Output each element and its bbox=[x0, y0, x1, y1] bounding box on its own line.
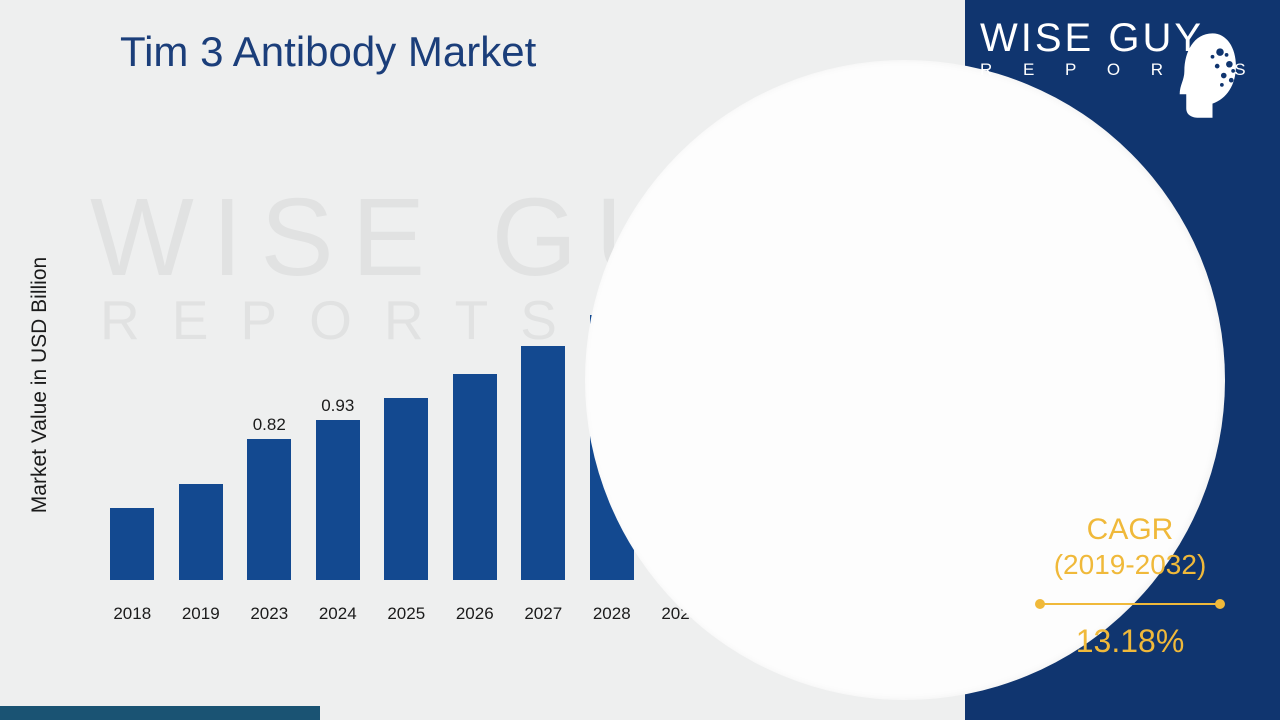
bar-slot bbox=[372, 150, 441, 580]
bar-value-label: 0.82 bbox=[253, 415, 286, 435]
bar-2025 bbox=[384, 398, 428, 580]
x-tick-label: 2024 bbox=[304, 594, 373, 624]
bar-slot bbox=[509, 150, 578, 580]
bar-slot bbox=[98, 150, 167, 580]
bar-2026 bbox=[453, 374, 497, 580]
bottom-accent-bar bbox=[0, 706, 320, 720]
bar-slot: 0.93 bbox=[304, 150, 373, 580]
bar-2023: 0.82 bbox=[247, 439, 291, 580]
cagr-block: CAGR (2019-2032) 13.18% bbox=[1010, 513, 1250, 660]
x-tick-label: 2018 bbox=[98, 594, 167, 624]
logo-area: WISE GUY R E P O R T S bbox=[980, 18, 1260, 80]
bar-value-label: 0.93 bbox=[321, 396, 354, 416]
cagr-title: CAGR bbox=[1010, 513, 1250, 547]
x-tick-label: 2026 bbox=[441, 594, 510, 624]
page-root: WISE GUY REPORTS Tim 3 Antibody Market M… bbox=[0, 0, 1280, 720]
x-tick-label: 2025 bbox=[372, 594, 441, 624]
bar-2018 bbox=[110, 508, 154, 580]
bar-slot bbox=[441, 150, 510, 580]
right-panel: WISE GUY R E P O R T S CAGR (2019-2032) … bbox=[965, 0, 1280, 720]
cagr-value: 13.18% bbox=[1010, 623, 1250, 660]
y-axis-label: Market Value in USD Billion bbox=[28, 257, 52, 513]
cagr-divider-line bbox=[1040, 603, 1220, 605]
chart-title: Tim 3 Antibody Market bbox=[120, 28, 536, 76]
bar-2019 bbox=[179, 484, 223, 580]
x-tick-label: 2028 bbox=[578, 594, 647, 624]
x-tick-label: 2027 bbox=[509, 594, 578, 624]
bar-slot bbox=[167, 150, 236, 580]
bar-slot: 0.82 bbox=[235, 150, 304, 580]
bar-2024: 0.93 bbox=[316, 420, 360, 580]
bar-2027 bbox=[521, 346, 565, 580]
head-network-icon bbox=[1175, 28, 1250, 123]
x-tick-label: 2019 bbox=[167, 594, 236, 624]
x-tick-label: 2023 bbox=[235, 594, 304, 624]
cagr-range: (2019-2032) bbox=[1010, 549, 1250, 581]
